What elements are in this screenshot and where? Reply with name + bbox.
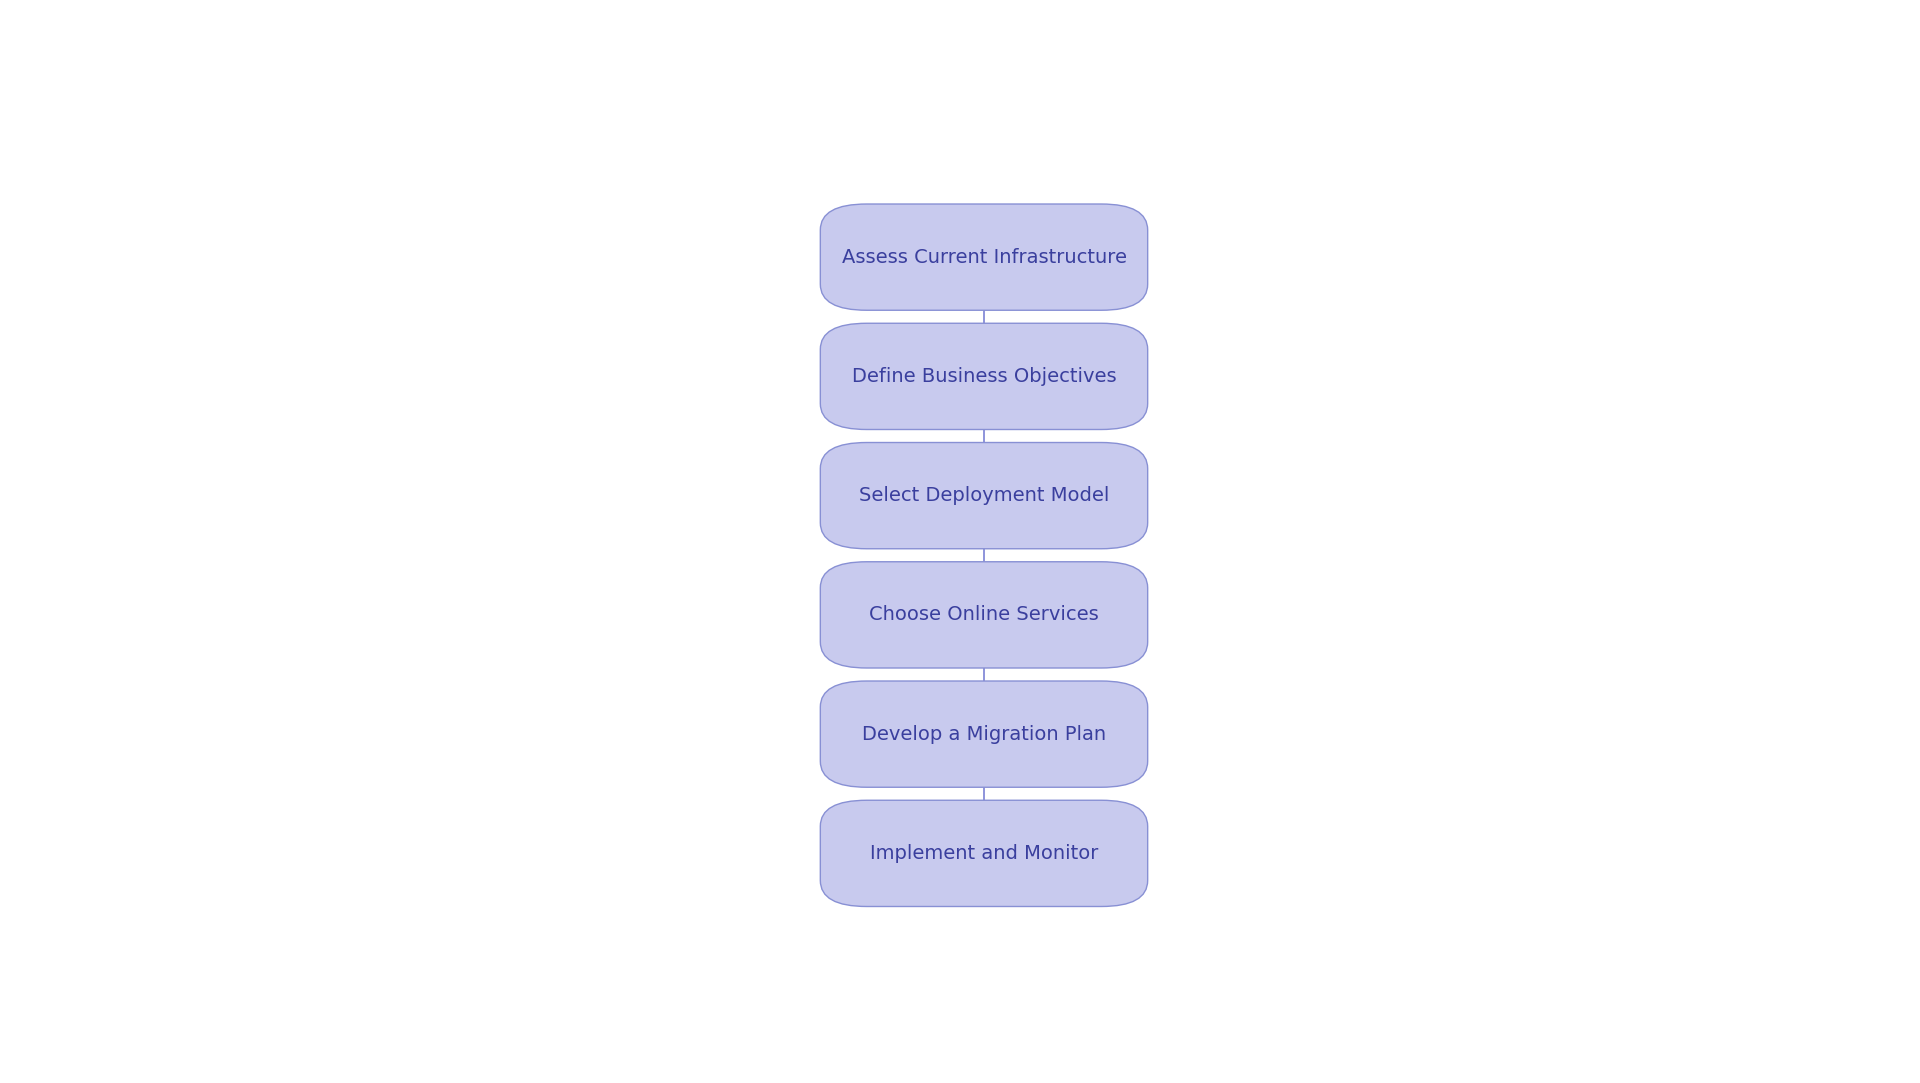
Text: Develop a Migration Plan: Develop a Migration Plan xyxy=(862,725,1106,744)
FancyBboxPatch shape xyxy=(820,443,1148,549)
Text: Implement and Monitor: Implement and Monitor xyxy=(870,844,1098,863)
FancyBboxPatch shape xyxy=(820,681,1148,787)
Text: Assess Current Infrastructure: Assess Current Infrastructure xyxy=(841,248,1127,266)
FancyBboxPatch shape xyxy=(820,323,1148,430)
Text: Choose Online Services: Choose Online Services xyxy=(870,605,1098,625)
FancyBboxPatch shape xyxy=(820,204,1148,310)
Text: Select Deployment Model: Select Deployment Model xyxy=(858,486,1110,505)
FancyBboxPatch shape xyxy=(820,562,1148,668)
Text: Define Business Objectives: Define Business Objectives xyxy=(852,367,1116,386)
FancyBboxPatch shape xyxy=(820,800,1148,906)
